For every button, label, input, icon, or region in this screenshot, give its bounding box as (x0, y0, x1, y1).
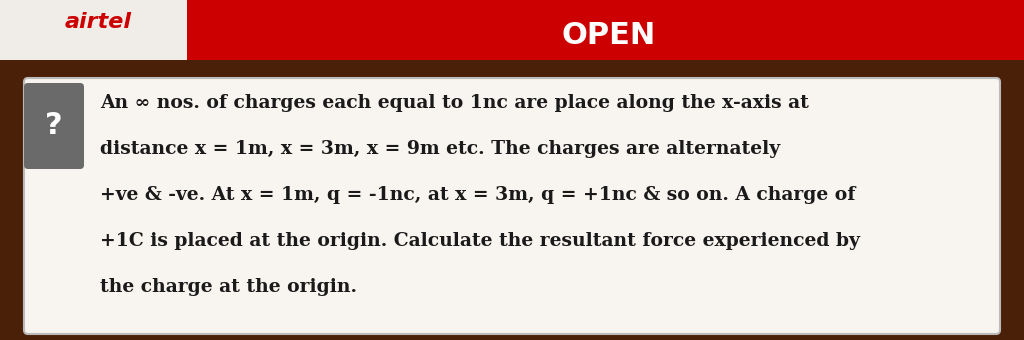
Text: An ∞ nos. of charges each equal to 1nc are place along the x-axis at: An ∞ nos. of charges each equal to 1nc a… (100, 94, 809, 112)
Text: +ve & -ve. At x = 1m, q = -1nc, at x = 3m, q = +1nc & so on. A charge of: +ve & -ve. At x = 1m, q = -1nc, at x = 3… (100, 186, 855, 204)
FancyBboxPatch shape (187, 0, 1024, 88)
Text: distance x = 1m, x = 3m, x = 9m etc. The charges are alternately: distance x = 1m, x = 3m, x = 9m etc. The… (100, 140, 780, 158)
FancyBboxPatch shape (24, 83, 84, 169)
Text: ?: ? (45, 112, 62, 140)
Text: OPEN: OPEN (562, 20, 656, 50)
Bar (0, 0, 1024, 65)
Text: airtel: airtel (65, 12, 132, 32)
Text: the charge at the origin.: the charge at the origin. (100, 278, 357, 296)
Bar (0, 60, 1024, 340)
FancyBboxPatch shape (24, 78, 1000, 334)
Text: +1C is placed at the origin. Calculate the resultant force experienced by: +1C is placed at the origin. Calculate t… (100, 232, 860, 250)
